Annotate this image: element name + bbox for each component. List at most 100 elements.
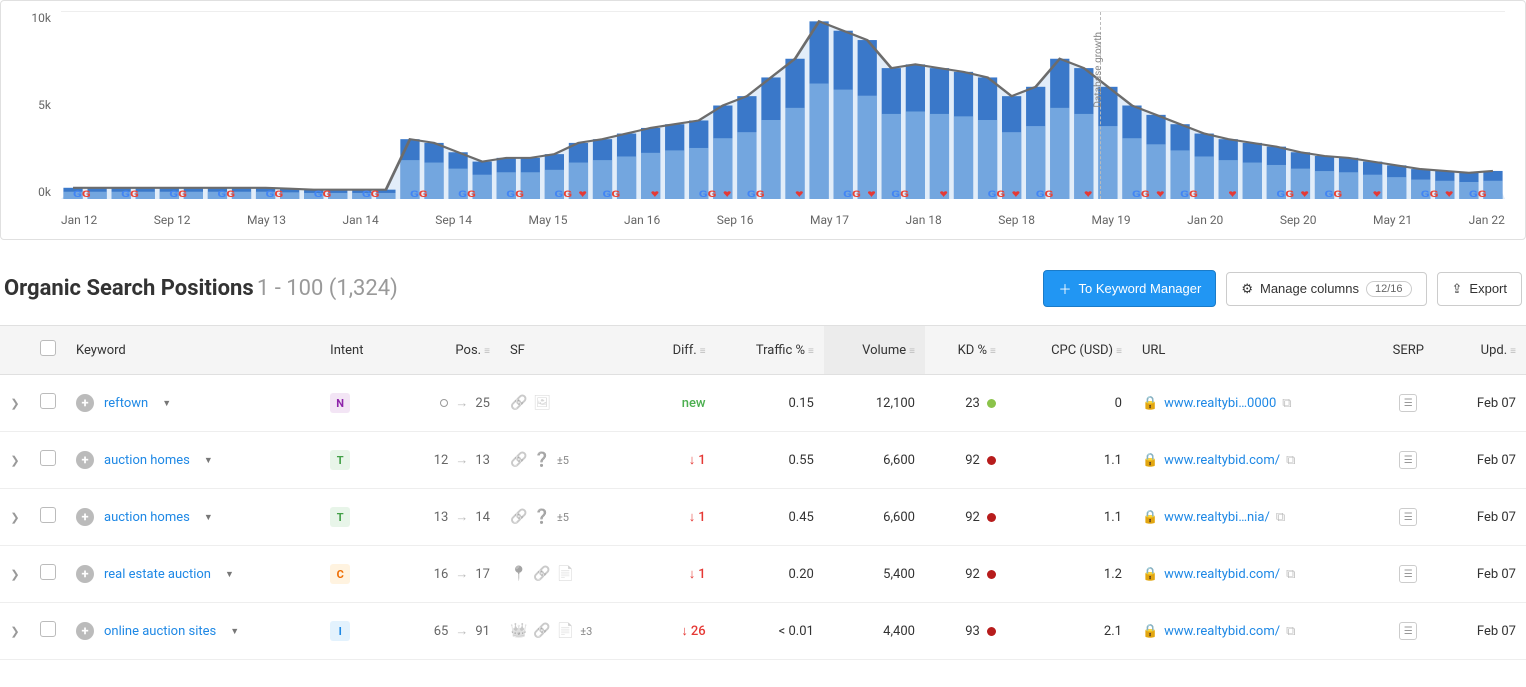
- col-pos[interactable]: Pos.≡: [394, 326, 500, 375]
- svg-text:♥: ♥: [1228, 188, 1237, 199]
- diff-new-badge: new: [682, 396, 706, 411]
- pos-to: 25: [475, 396, 490, 411]
- svg-text:♥: ♥: [651, 188, 660, 199]
- add-keyword-button[interactable]: +: [76, 565, 94, 583]
- add-keyword-button[interactable]: +: [76, 451, 94, 469]
- keyword-menu-toggle[interactable]: ▼: [225, 569, 234, 580]
- svg-text:GG: GG: [266, 188, 284, 199]
- svg-text:♥: ♥: [1300, 188, 1309, 199]
- position-cell: 16→17: [434, 566, 490, 582]
- pos-from: 12: [434, 453, 449, 468]
- add-keyword-button[interactable]: +: [76, 508, 94, 526]
- x-label: Sep 12: [154, 213, 191, 227]
- sf-count: ±5: [557, 511, 569, 524]
- arrow-down-icon: ↓: [681, 623, 688, 639]
- manage-columns-button[interactable]: ⚙ Manage columns 12/16: [1226, 272, 1426, 306]
- col-upd[interactable]: Upd.≡: [1444, 326, 1526, 375]
- col-traffic[interactable]: Traffic %≡: [716, 326, 824, 375]
- col-keyword[interactable]: Keyword: [66, 326, 320, 375]
- sort-icon: ≡: [990, 346, 996, 357]
- external-link-icon[interactable]: ⧉: [1286, 567, 1295, 582]
- pos-origin-dot: [440, 399, 448, 407]
- svg-text:♥: ♥: [1445, 188, 1454, 199]
- link-icon: 🔗: [533, 566, 550, 582]
- external-link-icon[interactable]: ⧉: [1282, 396, 1291, 411]
- svg-text:♥: ♥: [1373, 188, 1382, 199]
- expand-row-toggle[interactable]: ❯: [10, 397, 19, 410]
- col-cpc[interactable]: CPC (USD)≡: [1006, 326, 1132, 375]
- view-serp-button[interactable]: ☰: [1399, 565, 1417, 583]
- url-link[interactable]: www.realtybid.com/: [1164, 453, 1280, 468]
- expand-row-toggle[interactable]: ❯: [10, 454, 19, 467]
- keyword-link[interactable]: auction homes: [104, 453, 190, 468]
- col-kd[interactable]: KD %≡: [925, 326, 1006, 375]
- row-checkbox[interactable]: [40, 450, 56, 466]
- external-link-icon[interactable]: ⧉: [1286, 624, 1295, 639]
- kd-value: 92: [965, 567, 980, 582]
- url-link[interactable]: www.realtybid.com/: [1164, 624, 1280, 639]
- keyword-menu-toggle[interactable]: ▼: [230, 626, 239, 637]
- crown-icon: 👑: [510, 623, 527, 639]
- keyword-menu-toggle[interactable]: ▼: [162, 398, 171, 409]
- svg-text:♥: ♥: [1012, 188, 1021, 199]
- col-serp[interactable]: SERP: [1373, 326, 1444, 375]
- diff-down: ↓1: [689, 566, 706, 582]
- svg-text:GG: GG: [891, 188, 909, 199]
- diff-down: ↓1: [689, 452, 706, 468]
- row-checkbox[interactable]: [40, 564, 56, 580]
- chart-svg: GGGGGGGGGGGGGGGGGGGGGG♥GG♥GG♥GG♥GG♥GG♥GG…: [61, 12, 1505, 199]
- add-keyword-button[interactable]: +: [76, 622, 94, 640]
- keyword-menu-toggle[interactable]: ▼: [204, 512, 213, 523]
- lock-icon: 🔒: [1142, 567, 1158, 582]
- col-volume[interactable]: Volume≡: [824, 326, 925, 375]
- view-serp-button[interactable]: ☰: [1399, 451, 1417, 469]
- intent-badge: I: [330, 621, 350, 641]
- to-keyword-manager-button[interactable]: ＋ To Keyword Manager: [1043, 270, 1216, 307]
- external-link-icon[interactable]: ⧉: [1276, 510, 1285, 525]
- col-diff[interactable]: Diff.≡: [642, 326, 716, 375]
- svg-text:♥: ♥: [867, 188, 876, 199]
- arrow-right-icon: →: [455, 452, 468, 468]
- keyword-link[interactable]: reftown: [104, 396, 148, 411]
- expand-row-toggle[interactable]: ❯: [10, 625, 19, 638]
- row-checkbox[interactable]: [40, 621, 56, 637]
- chart-y-axis: 10k 5k 0k: [11, 11, 51, 199]
- view-serp-button[interactable]: ☰: [1399, 508, 1417, 526]
- view-serp-button[interactable]: ☰: [1399, 394, 1417, 412]
- volume-value: 4,400: [883, 624, 915, 639]
- kd-difficulty-dot: [987, 513, 996, 522]
- updated-date: Feb 07: [1477, 510, 1516, 525]
- export-button[interactable]: ⇪ Export: [1437, 272, 1522, 306]
- row-checkbox[interactable]: [40, 393, 56, 409]
- svg-text:♥: ♥: [795, 188, 804, 199]
- svg-text:GG: GG: [1324, 188, 1342, 199]
- keyword-link[interactable]: online auction sites: [104, 624, 216, 639]
- external-link-icon[interactable]: ⧉: [1286, 453, 1295, 468]
- url-link[interactable]: www.realtybid.com/: [1164, 567, 1280, 582]
- keyword-link[interactable]: auction homes: [104, 510, 190, 525]
- button-label: Export: [1469, 281, 1507, 296]
- col-sf[interactable]: SF: [500, 326, 642, 375]
- keyword-link[interactable]: real estate auction: [104, 567, 211, 582]
- x-label: Jan 12: [61, 213, 97, 227]
- keyword-menu-toggle[interactable]: ▼: [204, 455, 213, 466]
- url-link[interactable]: www.realtybi…0000: [1164, 396, 1276, 411]
- kd-value: 92: [965, 510, 980, 525]
- svg-text:GG: GG: [169, 188, 187, 199]
- col-url[interactable]: URL: [1132, 326, 1373, 375]
- add-keyword-button[interactable]: +: [76, 394, 94, 412]
- positions-table: Keyword Intent Pos.≡ SF Diff.≡ Traffic %…: [0, 325, 1526, 660]
- expand-row-toggle[interactable]: ❯: [10, 568, 19, 581]
- col-expand: [0, 326, 30, 375]
- view-serp-button[interactable]: ☰: [1399, 622, 1417, 640]
- expand-row-toggle[interactable]: ❯: [10, 511, 19, 524]
- kd-cell: 92: [965, 453, 996, 468]
- y-label: 0k: [11, 185, 51, 199]
- select-all-checkbox[interactable]: [40, 340, 56, 356]
- url-link[interactable]: www.realtybi…nia/: [1164, 510, 1270, 525]
- col-intent[interactable]: Intent: [320, 326, 394, 375]
- serp-features: 👑🔗📄±3: [510, 623, 592, 639]
- row-checkbox[interactable]: [40, 507, 56, 523]
- x-label: May 13: [247, 213, 286, 227]
- kd-cell: 92: [965, 510, 996, 525]
